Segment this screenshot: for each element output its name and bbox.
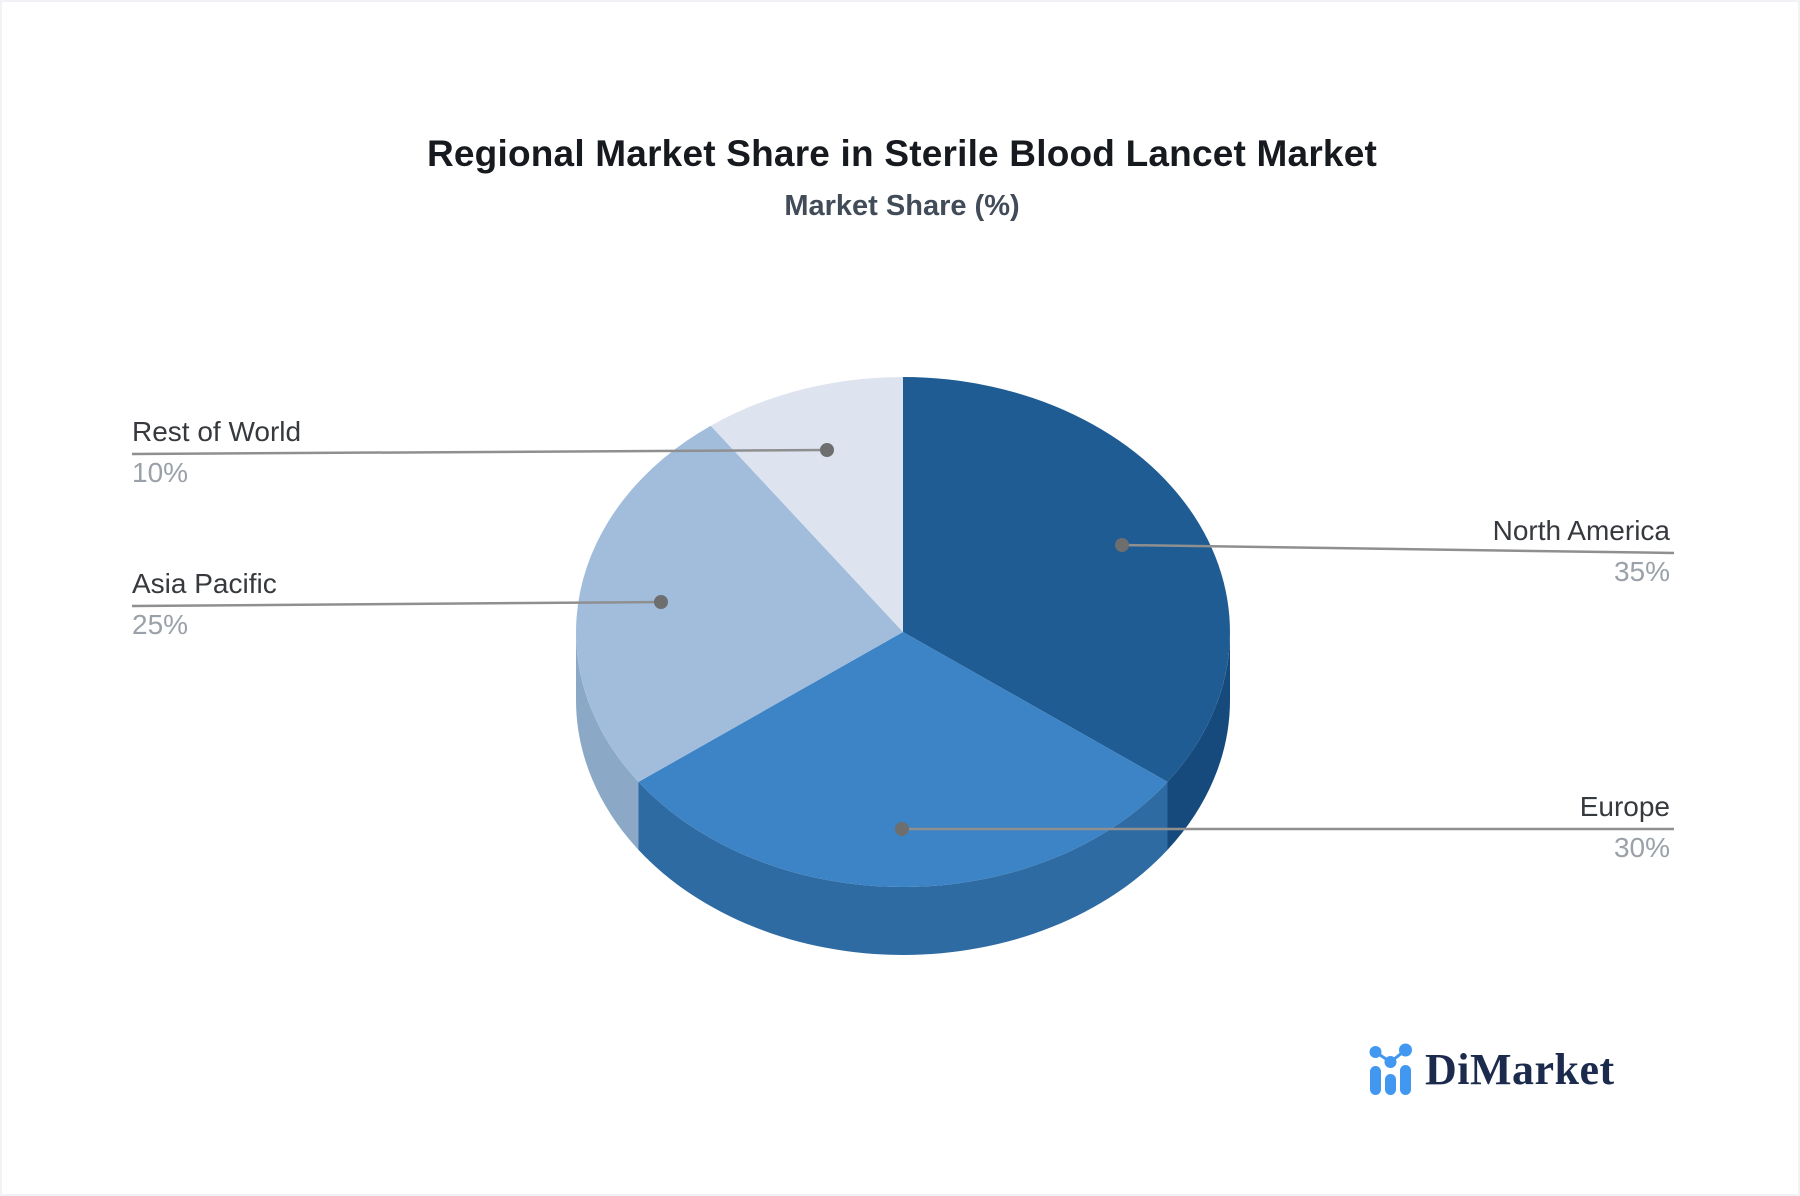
callout-pct: 30% — [1613, 832, 1670, 864]
brand-logo-text: DiMarket — [1425, 1044, 1615, 1094]
chart-subtitle: Market Share (%) — [784, 190, 1020, 222]
callout-dot-north-america — [1115, 538, 1129, 552]
callout-asia-pacific: Asia Pacific 25% — [132, 568, 277, 641]
callout-label: Rest of World — [132, 416, 302, 447]
pie-rim-asia-pacific — [576, 632, 639, 850]
callout-rest-of-world: Rest of World 10% — [132, 416, 301, 489]
brand-logo: DiMarket — [1368, 1040, 1615, 1098]
callout-pct: 10% — [132, 457, 189, 489]
callout-label: Europe — [1579, 791, 1670, 822]
callout-europe: Europe 30% — [1580, 791, 1670, 864]
callout-dot-rest-of-world — [820, 443, 834, 457]
callout-line-asia-pacific — [131, 600, 662, 608]
pie-slice-europe — [638, 632, 1168, 887]
callout-pct: 35% — [1613, 556, 1670, 588]
callout-dot-europe — [895, 822, 909, 836]
pie-slice-rest-of-world — [710, 377, 903, 632]
callout-north-america: North America 35% — [1493, 515, 1670, 588]
callout-dot-asia-pacific — [654, 595, 668, 609]
callout-line-rest-of-world — [131, 448, 828, 456]
pie-rim-north-america — [1167, 632, 1230, 850]
bar-line-chart-icon — [1369, 1043, 1412, 1095]
callout-label: North America — [1492, 515, 1670, 546]
pie-slice-asia-pacific — [576, 425, 903, 782]
callout-dots — [654, 443, 1129, 836]
pie-slice-north-america — [903, 377, 1230, 782]
callout-line-north-america — [1121, 543, 1675, 555]
pie-rim-europe — [638, 781, 1168, 955]
callout-label: Asia Pacific — [132, 568, 277, 599]
callout-pct: 25% — [132, 609, 189, 641]
chart-title: Regional Market Share in Sterile Blood L… — [426, 133, 1378, 174]
callout-lines — [131, 448, 1675, 831]
